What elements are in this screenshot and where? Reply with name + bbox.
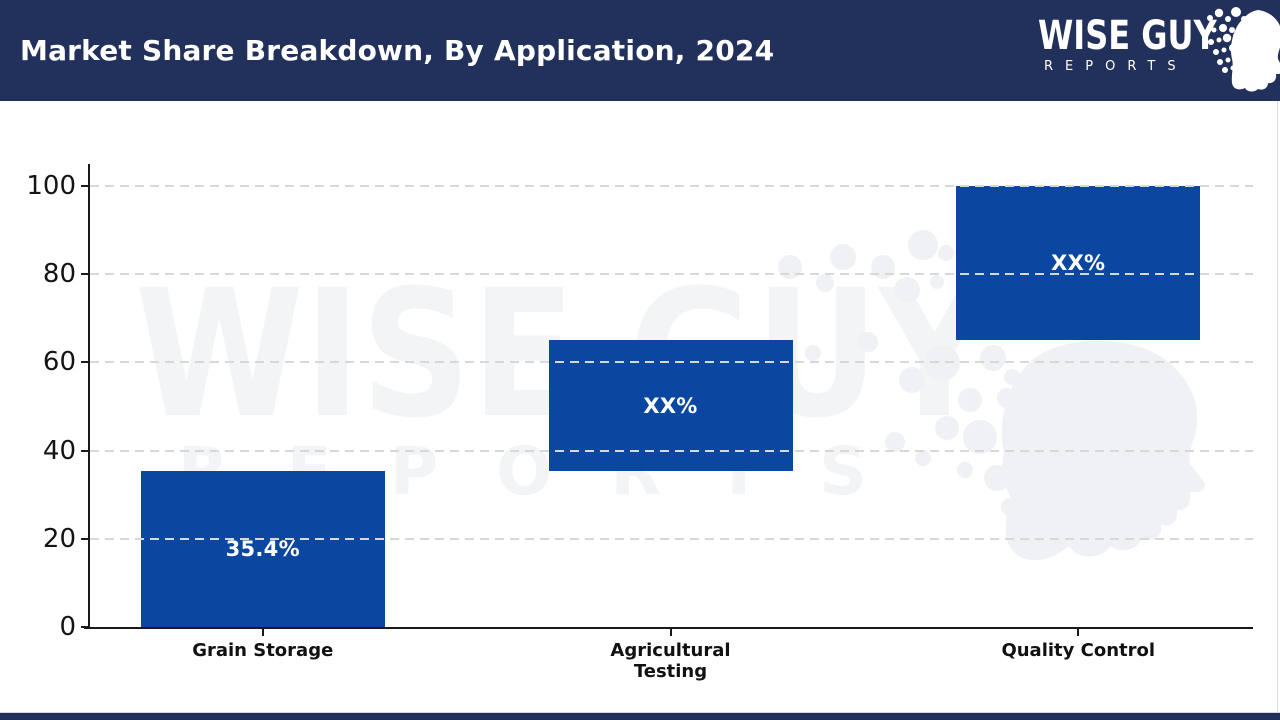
x-tick-label-line: Quality Control: [1001, 640, 1156, 661]
y-tick-label: 80: [42, 259, 76, 290]
bar-value-label: 35.4%: [225, 536, 300, 561]
y-axis-tick: [81, 449, 89, 452]
header: Market Share Breakdown, By Application, …: [0, 0, 1280, 101]
brand-logo: WISE GUY REPORTS: [1038, 7, 1280, 92]
bar-quality-control: XX%: [956, 186, 1201, 341]
y-tick-label: 60: [42, 347, 76, 378]
y-axis-tick: [81, 626, 89, 628]
x-tick-label-line: Testing: [633, 661, 708, 682]
bar-value-label: XX%: [643, 393, 698, 418]
x-tick-label-line: Agricultural: [610, 640, 731, 661]
bar-grain-storage: 35.4%: [140, 470, 385, 627]
card-bottom-border: [0, 712, 1280, 713]
dotted-face-logo-icon: [1207, 7, 1280, 92]
y-tick-label: 100: [26, 171, 76, 201]
page-title: Market Share Breakdown, By Application, …: [20, 34, 775, 67]
y-axis-tick: [81, 273, 89, 276]
y-tick-label: 40: [42, 435, 76, 466]
x-tick-label-line: Grain Storage: [192, 640, 334, 661]
y-axis: [88, 164, 90, 629]
x-tick-label: Agricultural Testing: [541, 640, 801, 682]
x-tick-label: Quality Control: [948, 640, 1208, 661]
x-tick-label: Grain Storage: [133, 640, 393, 661]
footer-brand-strip: [0, 713, 1280, 720]
brand-logo-wordmark: WISE GUY: [1038, 13, 1217, 59]
y-axis-tick: [81, 537, 89, 540]
bar-agricultural-testing: XX%: [548, 340, 793, 471]
x-axis-tick: [1077, 629, 1080, 636]
bar-value-label: XX%: [1051, 251, 1106, 276]
y-axis-tick: [81, 185, 89, 187]
x-axis-tick: [261, 629, 264, 636]
card-right-border: [1277, 101, 1278, 713]
y-tick-label: 0: [59, 612, 76, 642]
y-axis-tick: [81, 361, 89, 364]
x-axis-tick: [669, 629, 672, 636]
brand-logo-subtext: REPORTS: [1044, 59, 1188, 74]
x-axis: [84, 627, 1253, 629]
y-tick-label: 20: [42, 523, 76, 554]
